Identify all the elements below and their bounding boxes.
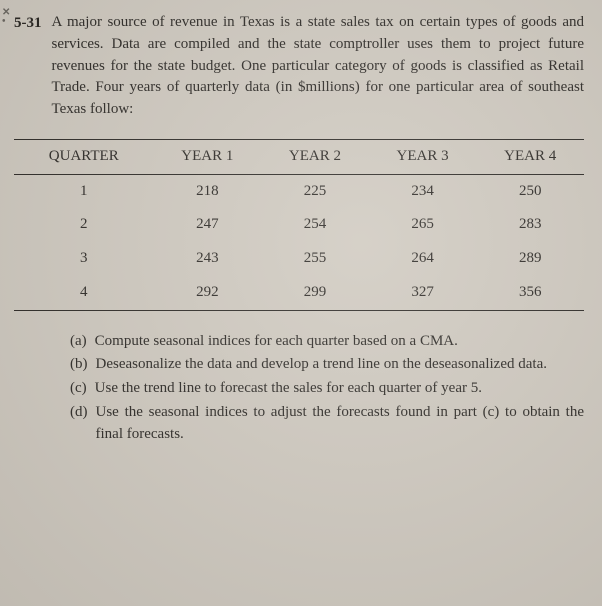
cell: 4	[14, 276, 154, 310]
cell: 254	[261, 208, 369, 242]
part-label: (c)	[70, 378, 87, 400]
cell: 2	[14, 208, 154, 242]
cell: 356	[476, 276, 584, 310]
cell: 255	[261, 242, 369, 276]
part-c: (c) Use the trend line to forecast the s…	[70, 378, 584, 400]
cell: 327	[369, 276, 477, 310]
cell: 218	[154, 174, 262, 208]
col-header: YEAR 2	[261, 139, 369, 174]
cell: 299	[261, 276, 369, 310]
part-label: (b)	[70, 354, 88, 376]
cell: 247	[154, 208, 262, 242]
cell: 234	[369, 174, 477, 208]
problem-number: ✕• 5-31	[14, 12, 42, 121]
part-text: Use the trend line to forecast the sales…	[95, 378, 584, 400]
cell: 283	[476, 208, 584, 242]
data-table: QUARTER YEAR 1 YEAR 2 YEAR 3 YEAR 4 1 21…	[14, 139, 584, 311]
table-row: 2 247 254 265 283	[14, 208, 584, 242]
cell: 265	[369, 208, 477, 242]
table-row: 1 218 225 234 250	[14, 174, 584, 208]
col-header: QUARTER	[14, 139, 154, 174]
cell: 3	[14, 242, 154, 276]
cell: 292	[154, 276, 262, 310]
cell: 225	[261, 174, 369, 208]
cell: 243	[154, 242, 262, 276]
part-label: (d)	[70, 402, 88, 446]
col-header: YEAR 4	[476, 139, 584, 174]
part-d: (d) Use the seasonal indices to adjust t…	[70, 402, 584, 446]
part-label: (a)	[70, 331, 87, 353]
subparts: (a) Compute seasonal indices for each qu…	[14, 331, 584, 446]
problem-block: ✕• 5-31 A major source of revenue in Tex…	[14, 12, 584, 121]
cell: 1	[14, 174, 154, 208]
cell: 289	[476, 242, 584, 276]
col-header: YEAR 3	[369, 139, 477, 174]
problem-statement: A major source of revenue in Texas is a …	[52, 12, 585, 121]
table-row: 3 243 255 264 289	[14, 242, 584, 276]
margin-icon: ✕•	[2, 8, 10, 26]
cell: 250	[476, 174, 584, 208]
part-text: Deseasonalize the data and develop a tre…	[96, 354, 585, 376]
col-header: YEAR 1	[154, 139, 262, 174]
part-a: (a) Compute seasonal indices for each qu…	[70, 331, 584, 353]
part-text: Use the seasonal indices to adjust the f…	[96, 402, 585, 446]
part-b: (b) Deseasonalize the data and develop a…	[70, 354, 584, 376]
table-row: 4 292 299 327 356	[14, 276, 584, 310]
part-text: Compute seasonal indices for each quarte…	[95, 331, 584, 353]
table-header-row: QUARTER YEAR 1 YEAR 2 YEAR 3 YEAR 4	[14, 139, 584, 174]
cell: 264	[369, 242, 477, 276]
problem-number-text: 5-31	[14, 15, 42, 31]
